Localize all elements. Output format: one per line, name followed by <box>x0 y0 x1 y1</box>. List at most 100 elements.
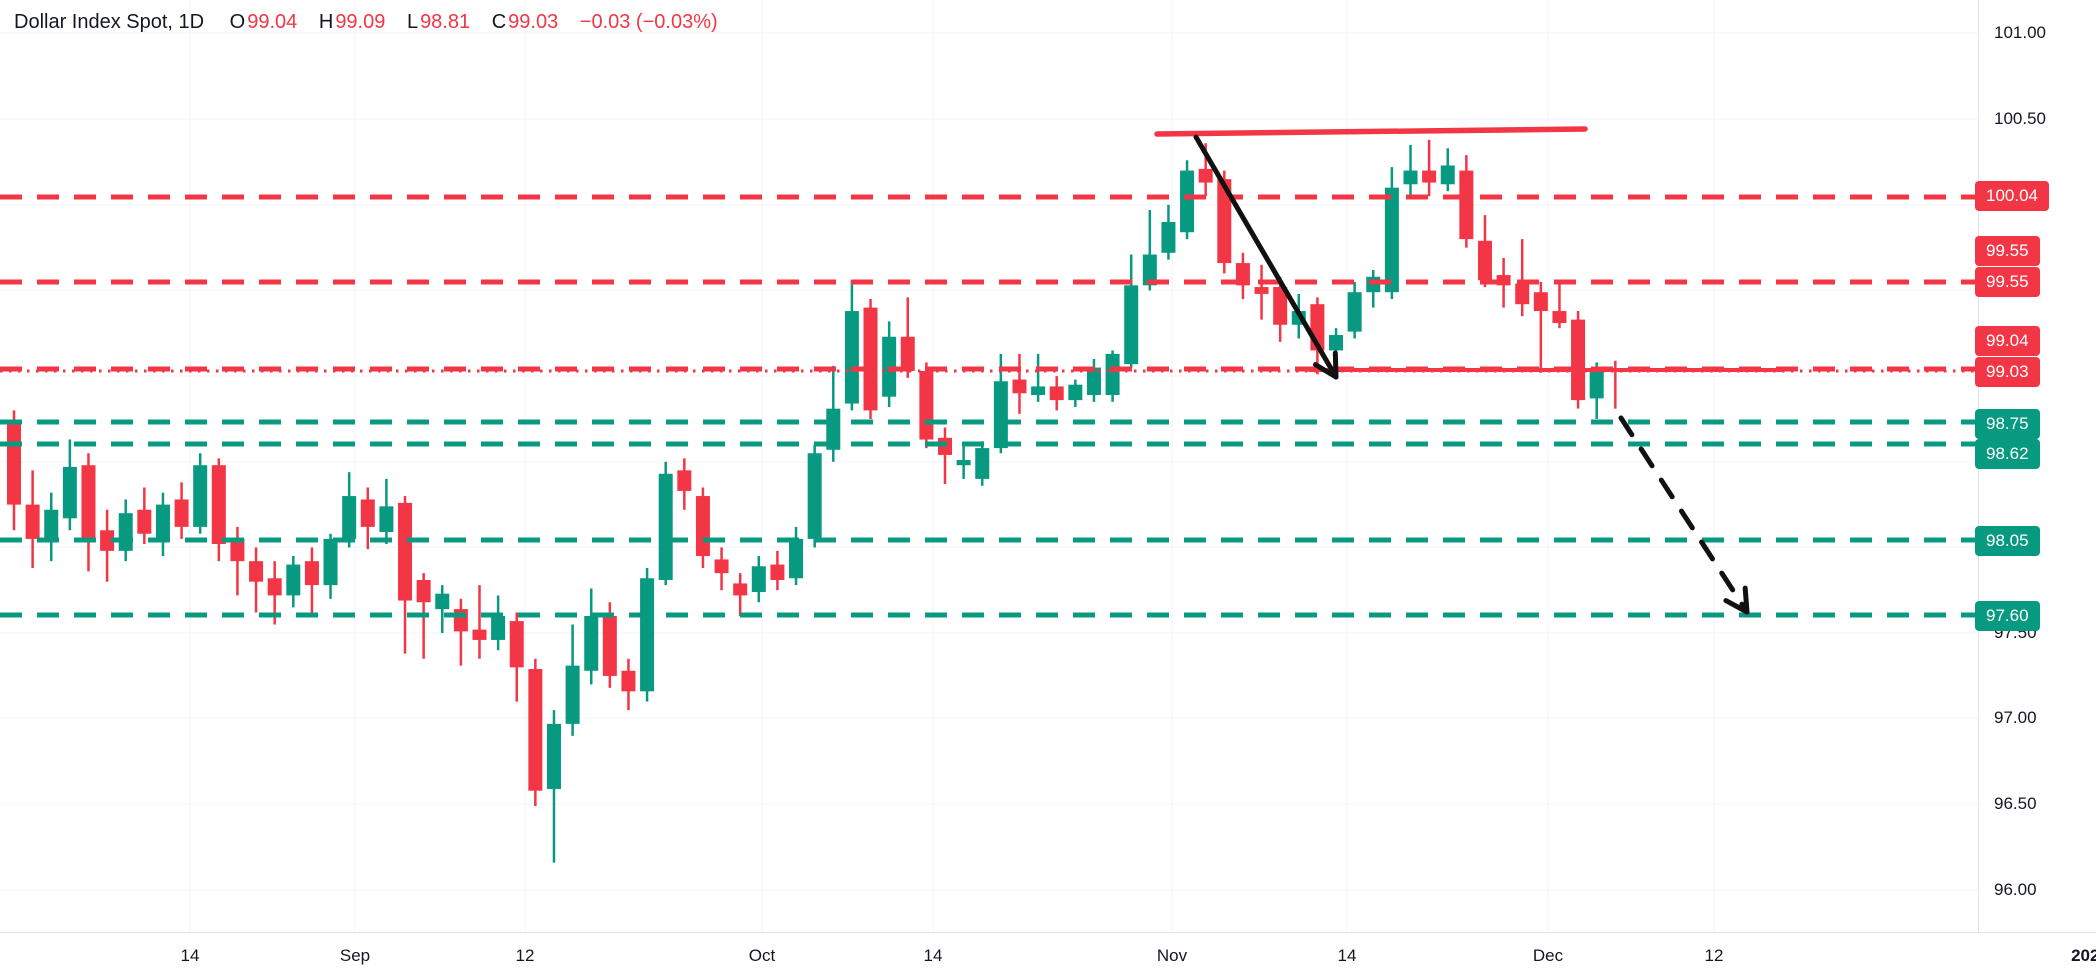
candle-body <box>1180 170 1195 233</box>
candle-body <box>1049 386 1064 401</box>
price-level-tag: 98.75 <box>1975 409 2040 439</box>
candle-body <box>1161 221 1176 253</box>
candle-body <box>342 496 357 539</box>
candle-body <box>1012 379 1027 394</box>
candle-body <box>546 723 561 789</box>
price-tick-label: 97.00 <box>1994 708 2037 727</box>
candle-body <box>602 615 617 676</box>
price-level-tag: 99.55 <box>1975 236 2040 266</box>
candle-body <box>565 665 580 724</box>
price-level-tag: 99.03 <box>1975 357 2040 387</box>
candle-body <box>1403 170 1418 185</box>
candle-body <box>807 453 822 539</box>
candle-body <box>677 470 692 491</box>
time-tick-label: Sep <box>339 946 371 965</box>
candle-body <box>491 615 506 640</box>
candle-body <box>1198 168 1213 183</box>
candle-body <box>1217 179 1232 264</box>
candle-body <box>1254 287 1269 294</box>
candle-body <box>789 538 804 579</box>
candle-body <box>398 502 413 601</box>
candle-body <box>323 538 338 586</box>
price-level-tag: 98.62 <box>1975 439 2040 469</box>
time-tick-label: 12 <box>515 946 535 965</box>
chart-legend[interactable]: Dollar Index Spot, 1D O 99.04 H 99.09 L 98.… <box>14 11 718 34</box>
price-level-tag: 99.55 <box>1975 267 2040 297</box>
candle-body <box>751 566 766 592</box>
candle-body <box>472 629 487 640</box>
candle-body <box>1440 165 1455 185</box>
price-level-tag: 97.60 <box>1975 601 2040 631</box>
high-label: H <box>318 11 334 33</box>
candle-body <box>844 311 859 404</box>
candle-body <box>1571 319 1586 401</box>
candle-body <box>1589 369 1604 399</box>
decline-arrow-head <box>1332 350 1339 380</box>
price-level-tag: 98.05 <box>1975 526 2040 556</box>
candle-body <box>211 465 226 545</box>
candle-body <box>1384 187 1399 293</box>
low-label: L <box>406 11 419 33</box>
open-label: O <box>229 11 246 33</box>
price-level-tag: 100.04 <box>1975 181 2049 211</box>
candle-body <box>379 506 394 533</box>
projection-arrow <box>1618 415 1750 615</box>
candle-body <box>584 615 599 671</box>
candle-body <box>118 513 133 551</box>
projection-arrow-head <box>1742 585 1750 615</box>
candle-body <box>230 538 245 562</box>
price-tick-label: 101.00 <box>1994 23 2046 42</box>
price-level-tag: 99.04 <box>1975 326 2040 356</box>
candle-body <box>453 609 468 632</box>
candle-body <box>640 578 655 692</box>
candle-body <box>137 509 152 534</box>
time-tick-label: Nov <box>1156 946 1188 965</box>
candle-body <box>360 499 375 527</box>
candle-body <box>621 670 636 692</box>
decline-arrow-head <box>1312 362 1339 380</box>
candle-body <box>1068 384 1083 401</box>
candle-body <box>956 460 971 466</box>
candle-body <box>993 381 1008 449</box>
candle-body <box>1142 254 1157 286</box>
close-label: C <box>491 11 507 33</box>
candle-body <box>44 509 59 539</box>
candle-body <box>1105 353 1120 395</box>
candle-body <box>826 408 841 450</box>
open-value: 99.04 <box>247 11 298 33</box>
price-tick-label: 96.00 <box>1994 880 2037 899</box>
time-tick-label: 14 <box>180 946 200 965</box>
candle-body <box>62 466 77 519</box>
candle-body <box>435 593 450 610</box>
candle-body <box>1031 386 1046 395</box>
projection-arrow-head <box>1723 598 1750 615</box>
price-tick-label: 96.50 <box>1994 794 2037 813</box>
candle-body <box>155 504 170 539</box>
candle-body <box>1273 287 1288 325</box>
candle-body <box>81 465 96 539</box>
candle-body <box>658 473 673 580</box>
candle-body <box>1459 170 1474 240</box>
candle-body <box>863 307 878 411</box>
candle-body <box>1124 285 1139 365</box>
candle-body <box>975 448 990 479</box>
candle-body <box>695 496 710 557</box>
time-tick-label: 12 <box>1704 946 1724 965</box>
candle-body <box>25 504 40 539</box>
time-tick-label: 14 <box>923 946 943 965</box>
candle-body <box>174 499 189 527</box>
candle-body <box>1086 367 1101 395</box>
change-value: −0.03 (−0.03%) <box>579 11 718 33</box>
high-value: 99.09 <box>335 11 386 33</box>
close-value: 99.03 <box>508 11 559 33</box>
candle-body <box>714 559 729 574</box>
candle-body <box>733 583 748 596</box>
candle-body <box>193 465 208 527</box>
time-tick-label: Dec <box>1532 946 1564 965</box>
candle-body <box>100 530 115 551</box>
candle-body <box>1533 292 1548 312</box>
time-tick-label: 2026 <box>2071 946 2096 965</box>
candle-body <box>1477 240 1492 281</box>
